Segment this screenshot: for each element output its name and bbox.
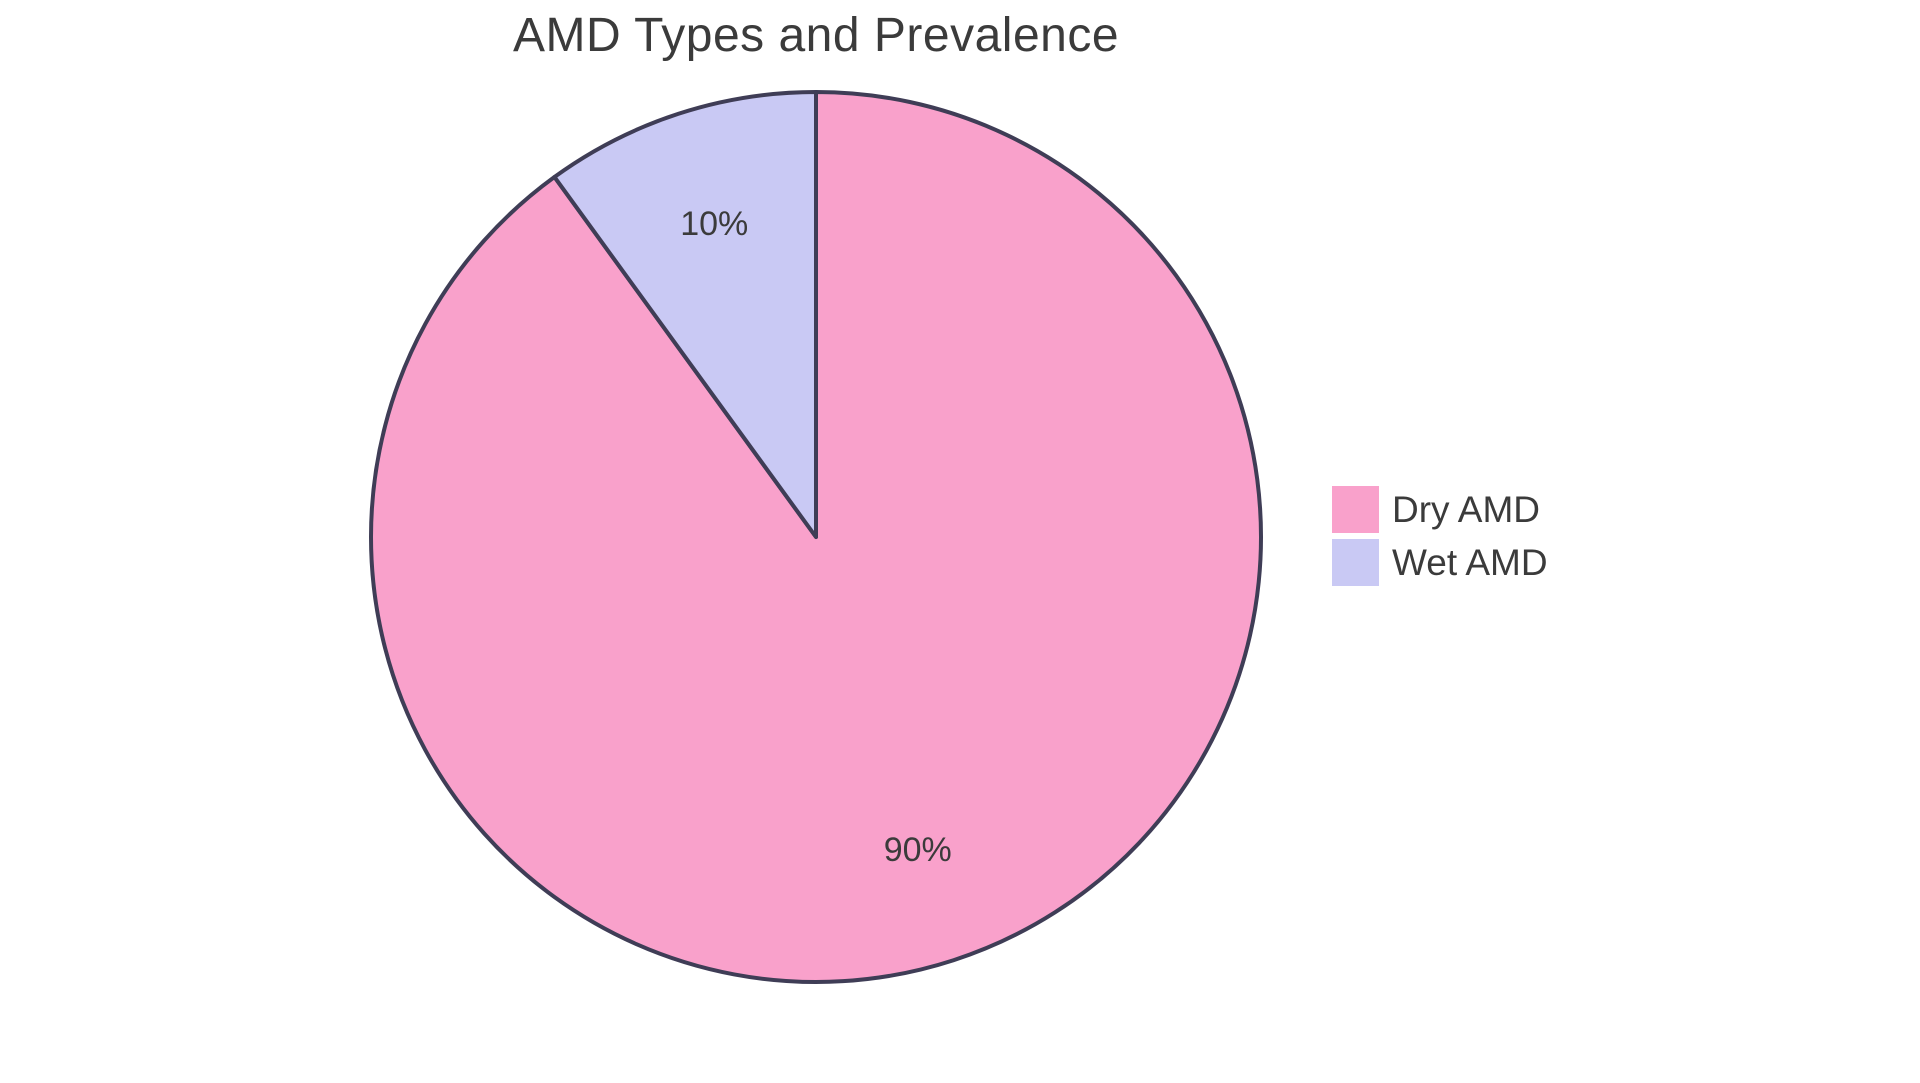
chart-title: AMD Types and Prevalence — [512, 9, 1120, 62]
legend-swatch-wet-amd — [1332, 539, 1379, 586]
legend-swatch-dry-amd — [1332, 486, 1379, 533]
slice-label-dry-amd: 90% — [884, 831, 952, 869]
legend-label-wet-amd: Wet AMD — [1392, 541, 1548, 583]
legend: Dry AMD Wet AMD — [1332, 486, 1548, 586]
pie-slice-wet-amd — [552, 90, 818, 539]
legend-label-dry-amd: Dry AMD — [1392, 488, 1540, 530]
legend-item-dry-amd: Dry AMD — [1332, 486, 1548, 533]
slice-label-wet-amd: 10% — [680, 205, 748, 243]
legend-item-wet-amd: Wet AMD — [1332, 539, 1548, 586]
